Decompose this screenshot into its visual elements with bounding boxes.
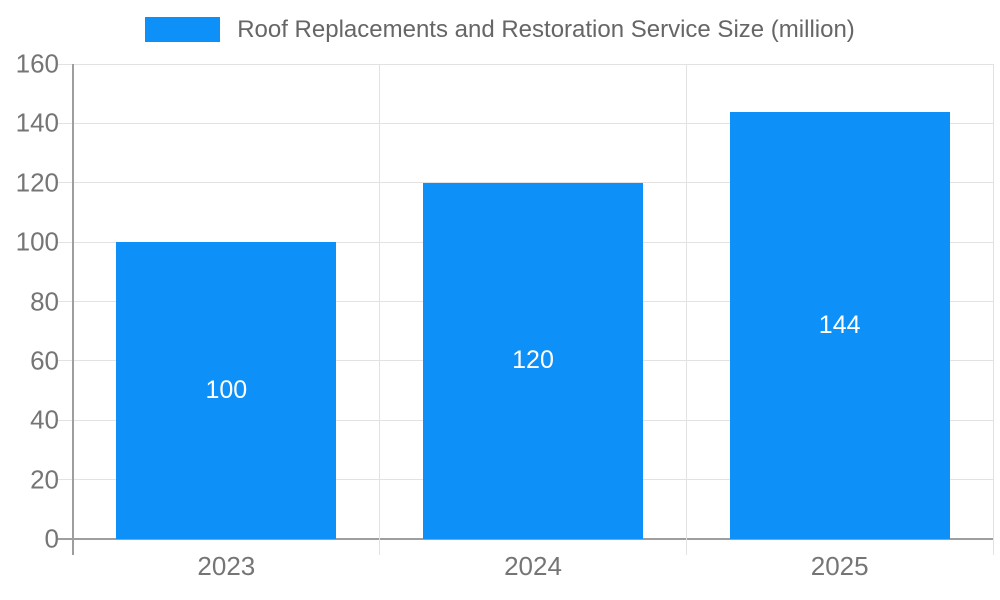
bar[interactable]: 144 (729, 111, 950, 539)
y-tick-label: 140 (15, 107, 59, 138)
y-tick-label: 20 (30, 464, 59, 495)
legend[interactable]: Roof Replacements and Restoration Servic… (0, 17, 1000, 42)
x-axis-line (58, 538, 993, 540)
bar[interactable]: 120 (423, 182, 643, 539)
gridline-x (685, 64, 687, 555)
x-tick-label: 2024 (504, 551, 562, 581)
y-tick-label: 40 (30, 404, 59, 435)
y-tick-label: 120 (15, 167, 59, 198)
plot-area: 0 20 40 60 80 100 120 140 160 100 2023 120 2024 144 20… (16, 49, 994, 581)
gridline-x (379, 64, 381, 555)
x-tick-label: 2025 (810, 551, 869, 581)
gridline-x (992, 64, 994, 555)
bar-value-label: 144 (818, 310, 861, 339)
gridline-y (58, 122, 993, 124)
gridline-y (58, 63, 993, 65)
x-tick-label: 2023 (197, 551, 256, 581)
y-tick-label: 60 (30, 345, 59, 376)
bar-value-label: 100 (205, 376, 248, 405)
legend-label: Roof Replacements and Restoration Servic… (237, 16, 855, 43)
y-tick-label: 100 (15, 226, 59, 257)
legend-swatch (145, 17, 221, 42)
y-tick-label: 0 (44, 523, 59, 554)
bar[interactable]: 100 (116, 242, 337, 539)
y-tick-label: 160 (15, 48, 59, 79)
y-tick-label: 80 (30, 286, 59, 316)
bar-value-label: 120 (512, 346, 554, 375)
y-axis-line (72, 64, 74, 555)
